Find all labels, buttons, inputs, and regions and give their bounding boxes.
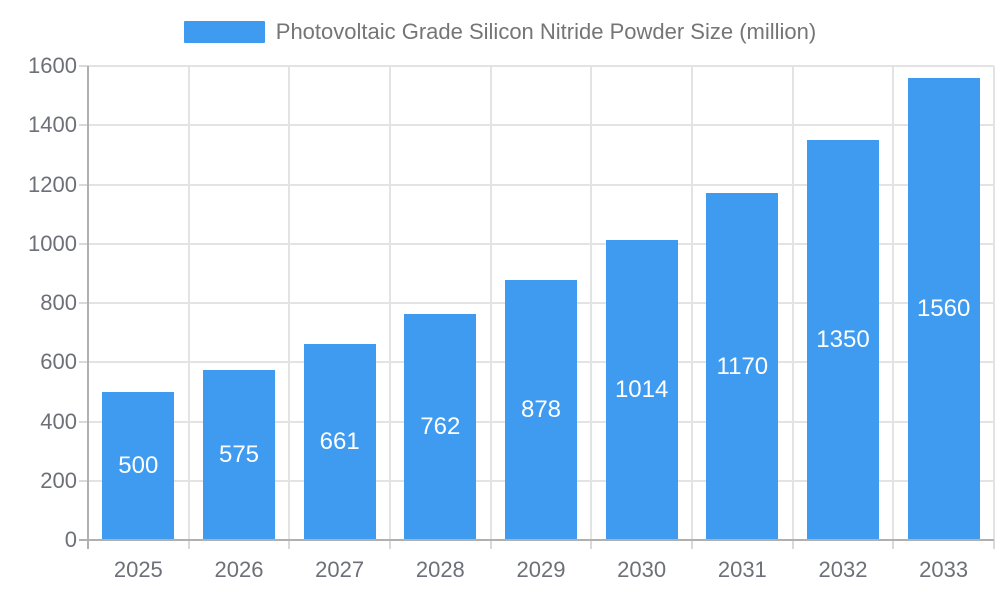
y-axis-label: 1200 [28,171,77,197]
gridline-vertical [791,66,794,540]
bar-value-label: 878 [520,395,562,423]
plot-area: 0 200 400 600 800 1000 1200 1400 1600 500 2025 575 2… [28,54,995,582]
bar[interactable]: 878 [505,279,577,540]
x-axis-label: 2033 [919,557,969,582]
gridline-vertical [691,66,693,540]
y-axis-label: 200 [40,467,77,493]
bar[interactable]: 762 [404,314,477,540]
gridline-horizontal [88,242,994,245]
x-axis-tick [288,540,291,549]
x-axis-tick [691,540,693,549]
x-axis-tick [892,540,895,549]
bar-value-label: 1170 [716,352,769,380]
x-axis-label: 2031 [717,557,767,582]
y-axis-tick [79,420,88,423]
y-axis-label: 800 [40,290,77,315]
gridline-vertical [489,66,492,540]
gridline-vertical [187,66,190,540]
y-axis-tick [79,242,88,245]
bar-value-label: 1350 [816,326,870,354]
gridline-vertical [892,66,895,540]
x-axis-label: 2028 [415,557,465,582]
y-axis-label: 600 [40,349,77,375]
bar[interactable]: 1560 [907,77,980,540]
bar[interactable]: 500 [102,391,175,540]
x-axis-tick [993,540,995,549]
legend[interactable]: Photovoltaic Grade Silicon Nitride Powde… [0,20,1000,44]
bar[interactable]: 661 [303,344,376,540]
bar-value-label: 575 [218,440,260,468]
y-axis-tick [79,124,88,127]
bar-value-label: 661 [319,428,360,456]
y-axis-line [87,66,89,549]
x-axis-tick [187,540,190,549]
y-axis-label: 1000 [28,230,77,256]
gridline-horizontal [88,65,994,67]
y-axis-label: 1600 [28,53,77,78]
x-axis-tick [590,540,593,549]
y-axis-label: 0 [64,527,77,552]
gridline-horizontal [88,124,994,127]
y-axis-tick [79,361,88,364]
y-axis-label: 1400 [28,112,77,138]
x-axis-tick [791,540,794,549]
bar-value-label: 500 [118,451,159,479]
legend-label[interactable]: Photovoltaic Grade Silicon Nitride Powde… [275,19,817,44]
x-axis-label: 2026 [214,557,264,582]
y-axis-tick [79,65,88,67]
x-axis-label: 2025 [113,557,163,582]
bar-value-label: 762 [420,413,461,441]
y-axis-tick [79,183,88,186]
bar[interactable]: 1014 [605,239,678,540]
x-axis-label: 2030 [617,557,667,582]
bar[interactable]: 1170 [706,193,779,540]
y-axis-label: 400 [40,408,77,434]
gridline-vertical [288,66,291,540]
y-axis-tick [79,479,88,482]
gridline-vertical [590,66,593,540]
bar-value-label: 1560 [916,294,971,322]
x-axis-label: 2027 [315,557,365,582]
bar-value-label: 1014 [614,375,669,403]
x-axis-line [79,539,994,541]
legend-swatch[interactable] [183,21,265,43]
bar[interactable]: 575 [203,369,275,540]
gridline-vertical [993,66,995,540]
x-axis-label: 2032 [818,557,868,582]
x-axis-label: 2029 [516,557,566,582]
x-axis-tick [489,540,492,549]
gridline-horizontal [88,183,994,186]
bar[interactable]: 1350 [807,140,879,540]
y-axis-tick [79,302,88,304]
gridline-vertical [389,66,391,540]
x-axis-tick [389,540,391,549]
